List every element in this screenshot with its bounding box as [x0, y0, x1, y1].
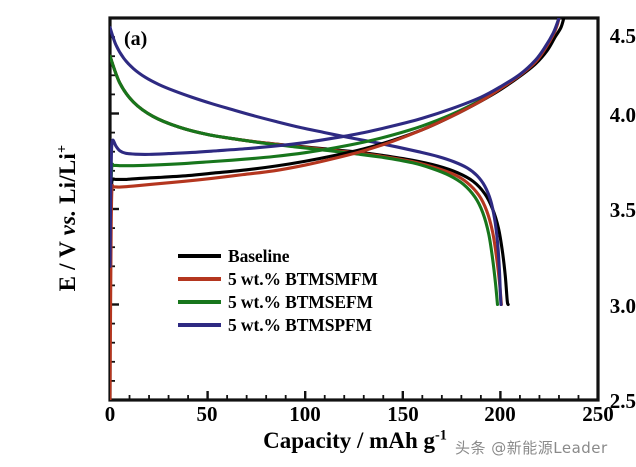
- legend-label: 5 wt.% BTMSEFM: [228, 291, 373, 312]
- legend-item: 5 wt.% BTMSPFM: [178, 314, 378, 336]
- xtick-label: 0: [104, 402, 116, 426]
- x-axis-title: Capacity / mAh g-1: [110, 428, 600, 454]
- axis-ticks: [108, 16, 600, 402]
- legend-item: 5 wt.% BTMSMFM: [178, 268, 378, 290]
- plot-frame: [108, 16, 600, 402]
- legend-swatch-icon: [178, 300, 221, 304]
- chart-legend: Baseline 5 wt.% BTMSMFM 5 wt.% BTMSEFM 5…: [178, 245, 378, 336]
- xtick-label: 150: [387, 402, 419, 426]
- y-axis-title-exponent: +: [54, 144, 71, 154]
- xtick-label: 250: [582, 402, 614, 426]
- legend-swatch-icon: [178, 254, 221, 258]
- legend-item: Baseline: [178, 245, 378, 267]
- legend-swatch-icon: [178, 323, 221, 327]
- x-axis-title-main: Capacity / mAh g: [263, 428, 435, 453]
- xtick-label: 50: [196, 402, 218, 426]
- xtick-label: 100: [289, 402, 321, 426]
- x-axis-title-exponent: -1: [435, 427, 447, 444]
- chart-line: [110, 54, 500, 307]
- chart-line: [110, 26, 503, 307]
- xtick-label: 200: [484, 402, 516, 426]
- legend-label: 5 wt.% BTMSPFM: [228, 314, 372, 335]
- y-axis-title-pre: E / V: [55, 235, 80, 292]
- ytick-label: 3.0: [609, 294, 636, 318]
- legend-label: Baseline: [228, 245, 290, 266]
- ytick-label: 2.5: [609, 389, 636, 413]
- ytick-label: 3.5: [609, 198, 636, 222]
- ytick-label: 4.0: [609, 103, 636, 127]
- y-axis-title-post: Li/Li: [55, 153, 80, 210]
- panel-label: (a): [124, 28, 148, 50]
- legend-label: 5 wt.% BTMSMFM: [228, 268, 378, 289]
- legend-item: 5 wt.% BTMSEFM: [178, 291, 378, 313]
- ytick-label: 4.5: [609, 24, 636, 48]
- y-axis-title: E / V vs. Li/Li+: [54, 68, 81, 368]
- data-series-group: [110, 18, 566, 400]
- legend-swatch-icon: [178, 277, 221, 281]
- y-axis-title-vs: vs.: [55, 209, 80, 236]
- watermark: 头条 @新能源Leader: [455, 439, 608, 457]
- chart-line: [110, 18, 561, 268]
